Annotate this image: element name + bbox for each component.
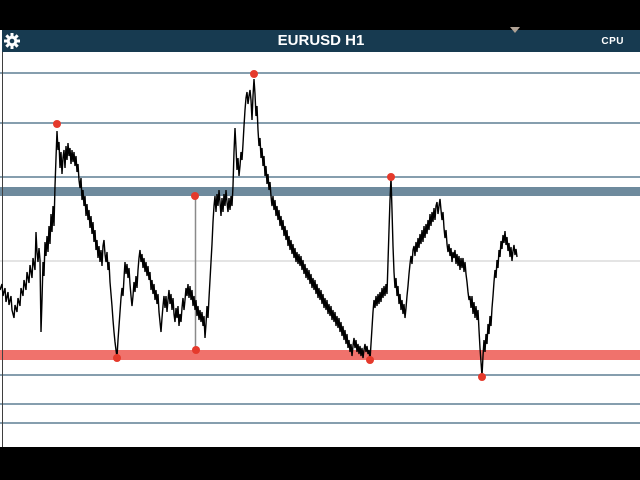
cpu-label: CPU [601, 36, 624, 47]
support-zone [0, 350, 640, 360]
swing-point-dot [366, 356, 374, 364]
swing-point-dot [113, 354, 121, 362]
letterbox-bottom [0, 447, 640, 480]
swing-point-dot [192, 346, 200, 354]
resistance-zone [0, 187, 640, 196]
price-line [0, 78, 518, 377]
swing-point-dot [191, 192, 199, 200]
chart-symbol-timeframe-title: EURUSD H1 [277, 32, 365, 49]
settings-gear-icon[interactable] [3, 32, 21, 50]
swing-point-dot [387, 173, 395, 181]
dropdown-caret-icon[interactable] [510, 27, 520, 33]
price-chart[interactable] [0, 52, 640, 447]
swing-point-dot [250, 70, 258, 78]
chart-header: EURUSD H1 CPU [0, 30, 640, 52]
swing-point-dot [53, 120, 61, 128]
letterbox-top [0, 0, 640, 30]
swing-point-dot [478, 373, 486, 381]
